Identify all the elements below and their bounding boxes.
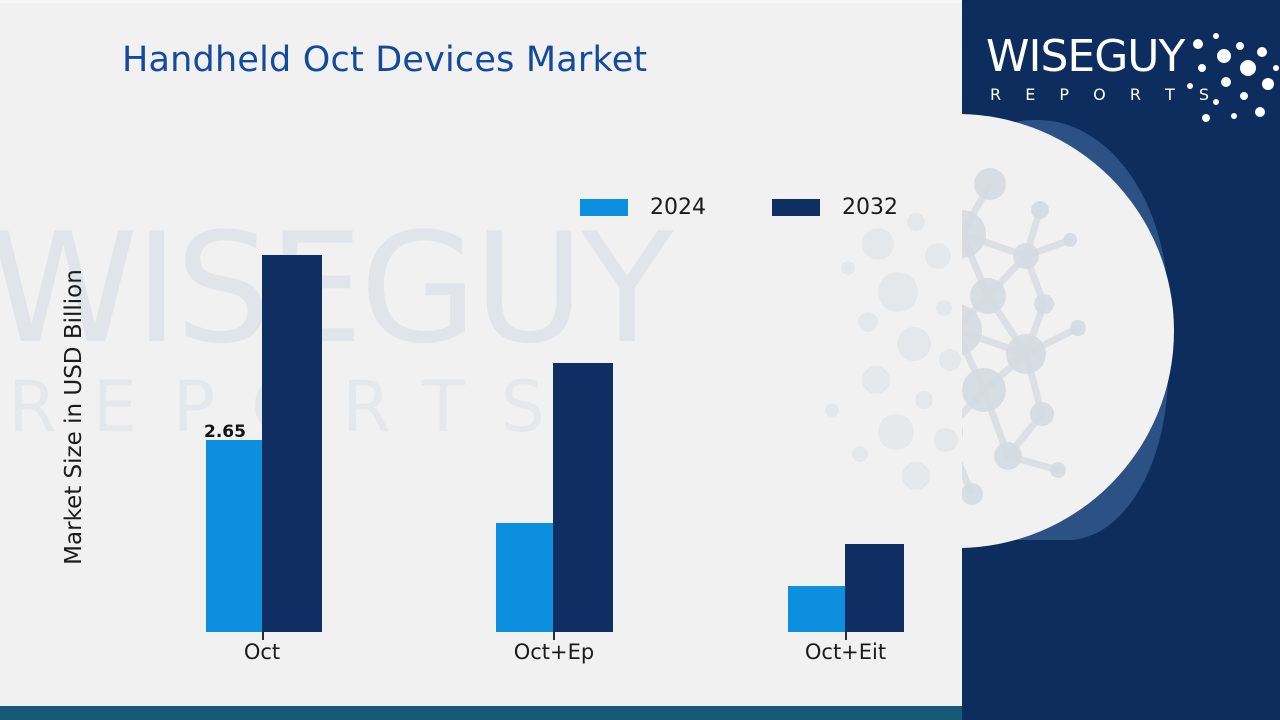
bar-2024-oct-ep[interactable] [496,523,553,632]
panel-bottom-accent-bar [0,706,962,720]
logo-dots-icon [1187,33,1279,122]
bar-2032-oct-ep[interactable] [553,363,613,632]
brand-panel: WISEGUY R E P O R T S [962,0,1280,720]
legend-label-2032: 2032 [842,194,898,220]
axis-tick-oct [262,632,264,640]
category-label-oct-eit: Oct+Eit [804,640,887,664]
axis-tick-oct-ep [553,632,555,640]
logo-subtitle: R E P O R T S [990,85,1219,104]
brand-logo: WISEGUY R E P O R T S [982,31,1279,122]
axis-tick-oct-eit [845,632,847,640]
page-title: Handheld Oct Devices Market [122,40,648,80]
bar-2024-oct[interactable] [206,440,262,632]
neural-network-icon [962,168,1086,505]
bar-2032-oct[interactable] [262,255,322,632]
panel-top-edge [0,0,962,3]
legend-label-2024: 2024 [650,194,706,220]
bar-2032-oct-eit[interactable] [845,544,904,632]
category-label-oct-ep: Oct+Ep [513,640,595,664]
legend-swatch-2032 [772,198,820,216]
bar-value-label-oct-2024: 2.65 [204,422,246,442]
chart-legend: 2024 2032 [580,194,898,220]
legend-item-2024[interactable]: 2024 [580,195,706,220]
bar-2024-oct-eit[interactable] [788,586,845,632]
plot-area: 2.65 Oct Oct+Ep Oct+Eit [204,255,904,664]
category-label-oct: Oct [243,640,281,664]
logo-wordmark: WISEGUY [986,31,1185,82]
legend-swatch-2024 [580,198,628,216]
legend-item-2032[interactable]: 2032 [772,195,898,220]
